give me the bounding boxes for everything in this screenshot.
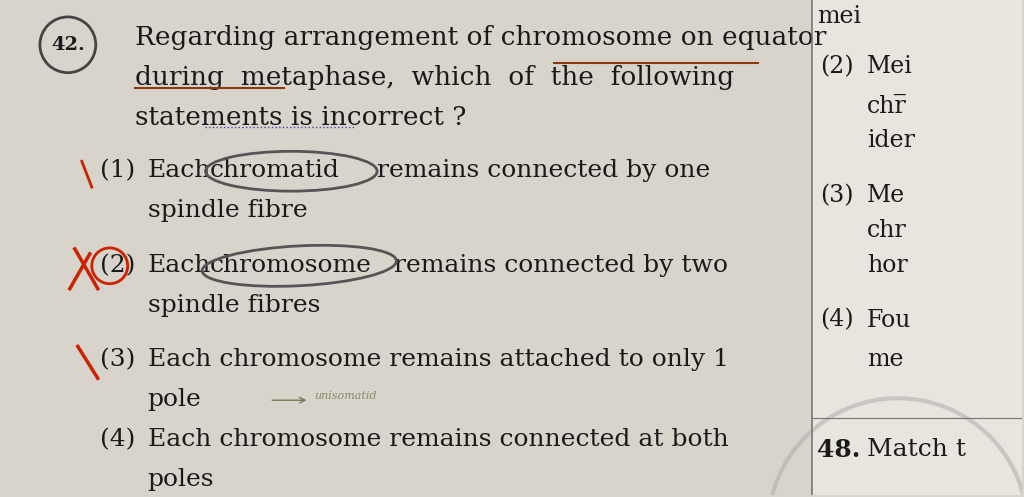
Text: (2): (2) <box>820 55 854 78</box>
Text: (3): (3) <box>820 184 854 207</box>
Text: (4): (4) <box>820 309 854 331</box>
Text: Each chromosome remains connected at both: Each chromosome remains connected at bot… <box>147 428 728 451</box>
Text: Regarding arrangement of chromosome on equator: Regarding arrangement of chromosome on e… <box>135 25 826 50</box>
Text: Me: Me <box>867 184 905 207</box>
Text: me: me <box>867 348 903 371</box>
Text: chromatid: chromatid <box>210 160 339 182</box>
Text: remains connected by two: remains connected by two <box>394 254 728 277</box>
Text: Each: Each <box>147 160 211 182</box>
Bar <box>812 0 1022 495</box>
Text: during  metaphase,  which  of  the  following: during metaphase, which of the following <box>135 65 734 90</box>
Text: chr̅: chr̅ <box>867 94 907 118</box>
Text: Each chromosome remains attached to only 1: Each chromosome remains attached to only… <box>147 348 728 371</box>
Text: chromosome: chromosome <box>210 254 372 277</box>
Text: Fou: Fou <box>867 309 911 331</box>
Text: (1): (1) <box>99 160 135 182</box>
Text: spindle fibre: spindle fibre <box>147 199 307 222</box>
Text: mei: mei <box>817 5 861 28</box>
Text: remains connected by one: remains connected by one <box>377 160 711 182</box>
Text: Match t: Match t <box>867 438 966 461</box>
Text: 42.: 42. <box>51 36 85 54</box>
Text: chr: chr <box>867 219 907 242</box>
Text: (3): (3) <box>99 348 135 371</box>
Text: spindle fibres: spindle fibres <box>147 294 321 317</box>
Text: poles: poles <box>147 468 214 491</box>
Text: statements is incorrect ?: statements is incorrect ? <box>135 104 466 130</box>
Text: unisomatid: unisomatid <box>314 391 377 401</box>
Text: Mei: Mei <box>867 55 912 78</box>
Text: 48.: 48. <box>817 438 860 462</box>
Text: hor: hor <box>867 254 908 277</box>
Text: ider: ider <box>867 129 915 153</box>
Text: (4): (4) <box>99 428 135 451</box>
Text: (2): (2) <box>99 254 135 277</box>
Text: pole: pole <box>147 388 202 411</box>
Text: Each: Each <box>147 254 211 277</box>
